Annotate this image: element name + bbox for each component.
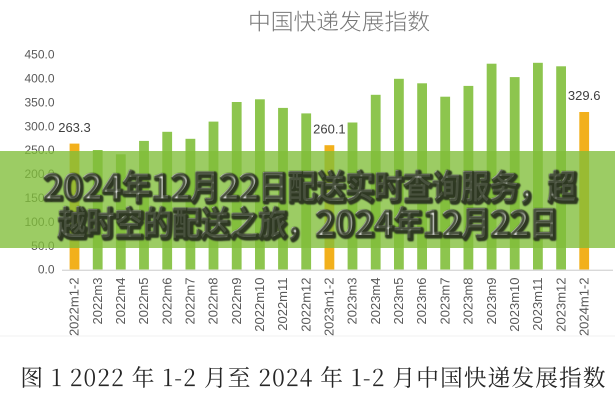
svg-text:2022m12: 2022m12 [298, 278, 313, 332]
svg-text:2023m4: 2023m4 [368, 278, 383, 325]
svg-text:0.0: 0.0 [38, 263, 55, 277]
svg-text:2023m7: 2023m7 [437, 278, 452, 325]
svg-text:2023m12: 2023m12 [553, 278, 568, 332]
svg-text:350.0: 350.0 [24, 95, 54, 109]
svg-text:300.0: 300.0 [24, 119, 54, 133]
svg-text:2022m7: 2022m7 [183, 278, 198, 325]
svg-text:2022m10: 2022m10 [252, 278, 267, 332]
svg-text:260.1: 260.1 [313, 121, 346, 136]
svg-text:2023m8: 2023m8 [461, 278, 476, 325]
svg-text:2023m1-2: 2023m1-2 [322, 278, 337, 337]
svg-text:2023m11: 2023m11 [530, 278, 545, 331]
svg-text:2022m11: 2022m11 [275, 278, 290, 331]
svg-text:2023m10: 2023m10 [507, 278, 522, 332]
svg-text:2022m9: 2022m9 [229, 278, 244, 325]
svg-text:2023m6: 2023m6 [414, 278, 429, 325]
svg-text:2022m4: 2022m4 [113, 278, 128, 325]
svg-text:2022m8: 2022m8 [206, 278, 221, 325]
svg-text:263.3: 263.3 [58, 120, 91, 135]
svg-text:2022m1-2: 2022m1-2 [67, 278, 82, 337]
svg-text:450.0: 450.0 [24, 48, 54, 62]
svg-text:2022m3: 2022m3 [90, 278, 105, 325]
svg-text:2022m6: 2022m6 [159, 278, 174, 325]
svg-text:329.6: 329.6 [568, 88, 601, 103]
svg-text:2024m1-2: 2024m1-2 [576, 278, 591, 337]
svg-text:2023m5: 2023m5 [391, 278, 406, 325]
svg-text:2023m9: 2023m9 [484, 278, 499, 325]
svg-text:2023m3: 2023m3 [345, 278, 360, 325]
svg-text:400.0: 400.0 [24, 72, 54, 86]
svg-text:2022m5: 2022m5 [136, 278, 151, 325]
